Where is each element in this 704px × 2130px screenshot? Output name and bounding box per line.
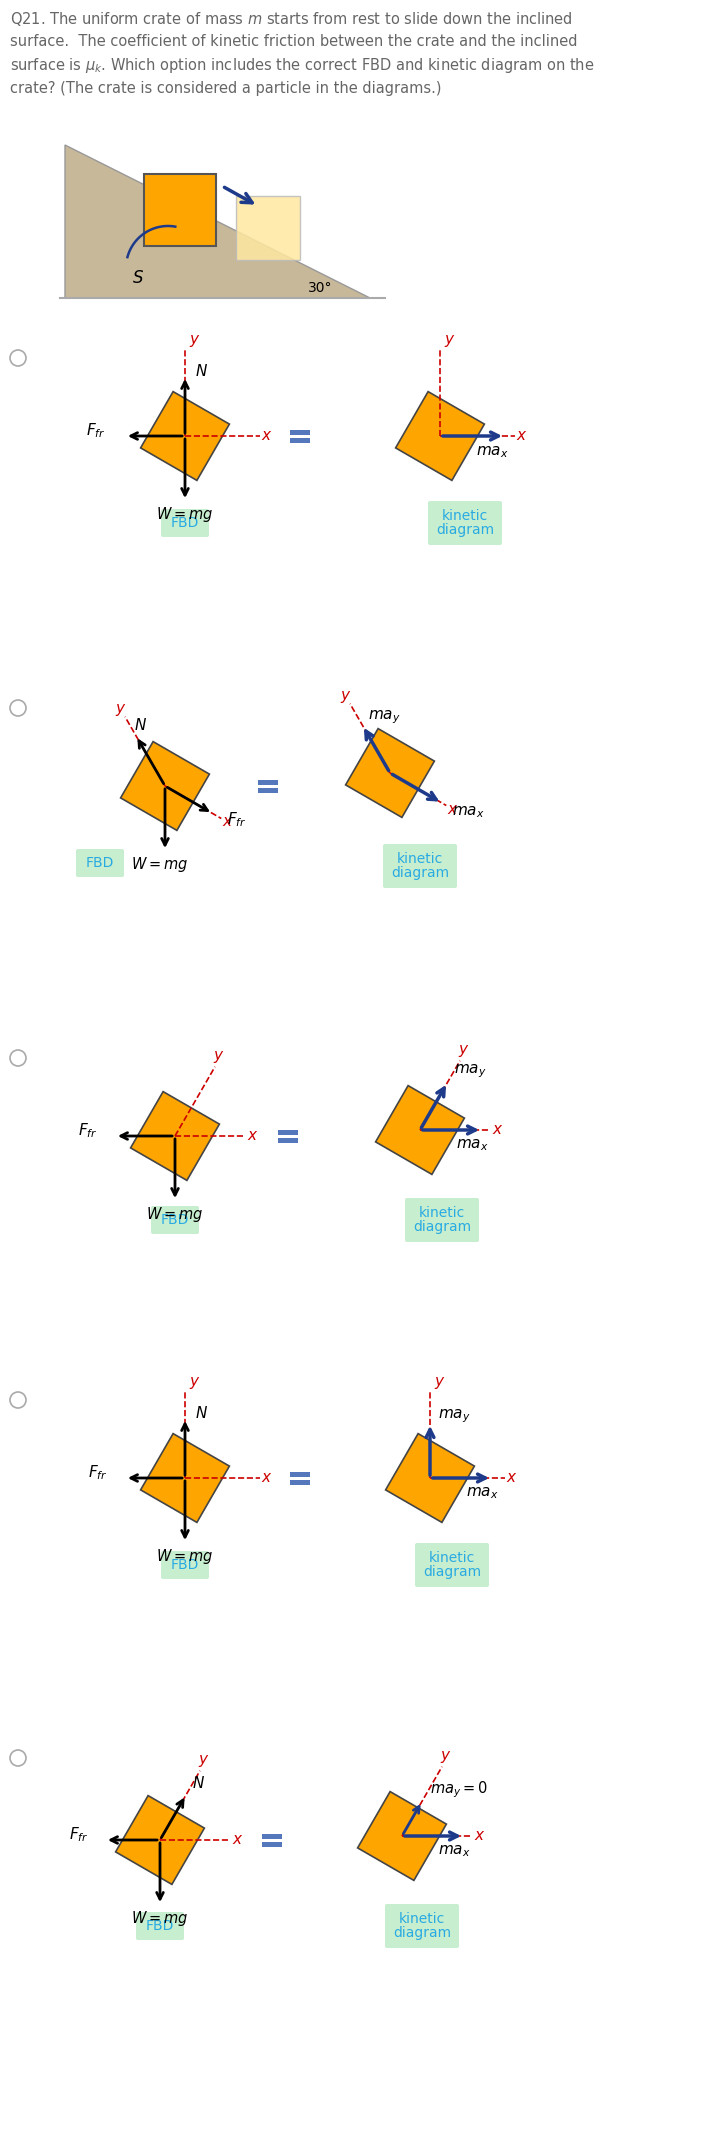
Text: $y$: $y$ — [440, 1749, 452, 1766]
Text: FBD: FBD — [171, 515, 199, 530]
Text: Q21. The uniform crate of mass $m$ starts from rest to slide down the inclined
s: Q21. The uniform crate of mass $m$ start… — [10, 11, 594, 96]
Text: $ma_x$: $ma_x$ — [438, 1842, 470, 1859]
Text: kinetic: kinetic — [399, 1913, 445, 1926]
Polygon shape — [358, 1791, 446, 1881]
Text: diagram: diagram — [423, 1566, 481, 1578]
Bar — [290, 1472, 310, 1476]
Text: kinetic: kinetic — [429, 1551, 475, 1566]
Text: $y$: $y$ — [434, 1376, 446, 1391]
Text: kinetic: kinetic — [442, 509, 488, 524]
Text: $S$: $S$ — [132, 268, 144, 288]
Text: $ma_x$: $ma_x$ — [452, 805, 484, 820]
Text: $x$: $x$ — [446, 801, 458, 816]
Text: $ma_x$: $ma_x$ — [476, 445, 508, 460]
FancyBboxPatch shape — [405, 1197, 479, 1242]
Polygon shape — [120, 741, 209, 831]
Bar — [290, 437, 310, 443]
Text: $ma_y$: $ma_y$ — [454, 1063, 486, 1080]
Text: $W=mg$: $W=mg$ — [156, 505, 214, 524]
Text: $y$: $y$ — [189, 1376, 201, 1391]
Text: FBD: FBD — [146, 1919, 174, 1934]
Bar — [290, 1480, 310, 1485]
FancyBboxPatch shape — [76, 850, 124, 878]
Text: $F_{fr}$: $F_{fr}$ — [227, 812, 246, 829]
Text: $ma_x$: $ma_x$ — [466, 1485, 498, 1502]
Text: FBD: FBD — [171, 1557, 199, 1572]
Text: $ma_y=0$: $ma_y=0$ — [430, 1779, 488, 1800]
Polygon shape — [65, 145, 370, 298]
Text: FBD: FBD — [161, 1212, 189, 1227]
Polygon shape — [141, 392, 230, 481]
FancyBboxPatch shape — [415, 1542, 489, 1587]
Text: $F_{fr}$: $F_{fr}$ — [68, 1825, 88, 1845]
Bar — [262, 1834, 282, 1838]
Text: $F_{fr}$: $F_{fr}$ — [87, 1463, 107, 1482]
Text: $N$: $N$ — [192, 1774, 205, 1791]
Text: $N$: $N$ — [195, 1406, 208, 1421]
Bar — [262, 1842, 282, 1847]
Text: $y$: $y$ — [115, 701, 127, 718]
FancyBboxPatch shape — [385, 1904, 459, 1949]
Text: $W=mg$: $W=mg$ — [132, 854, 189, 873]
Text: kinetic: kinetic — [419, 1206, 465, 1220]
Text: $y$: $y$ — [444, 332, 455, 349]
Text: diagram: diagram — [393, 1926, 451, 1940]
Text: $x$: $x$ — [492, 1123, 504, 1137]
Text: FBD: FBD — [86, 856, 114, 869]
Polygon shape — [115, 1796, 204, 1885]
Polygon shape — [396, 392, 484, 481]
FancyBboxPatch shape — [383, 843, 457, 888]
FancyBboxPatch shape — [151, 1206, 199, 1233]
Text: $x$: $x$ — [261, 1470, 272, 1485]
Text: $N$: $N$ — [195, 362, 208, 379]
Text: 30°: 30° — [308, 281, 332, 294]
FancyBboxPatch shape — [161, 509, 209, 537]
Text: $W=mg$: $W=mg$ — [132, 1908, 189, 1928]
Text: $y$: $y$ — [199, 1753, 210, 1768]
Text: $N$: $N$ — [134, 716, 148, 733]
Text: diagram: diagram — [391, 867, 449, 880]
Text: $y$: $y$ — [458, 1044, 470, 1059]
Text: diagram: diagram — [413, 1220, 471, 1233]
Text: $x$: $x$ — [247, 1129, 259, 1144]
Text: $ma_x$: $ma_x$ — [455, 1137, 489, 1152]
Polygon shape — [131, 1091, 220, 1180]
Text: $W=mg$: $W=mg$ — [146, 1203, 203, 1223]
FancyBboxPatch shape — [136, 1913, 184, 1940]
Text: $ma_y$: $ma_y$ — [367, 709, 400, 726]
FancyBboxPatch shape — [161, 1551, 209, 1578]
Bar — [278, 1137, 298, 1142]
Text: $F_{fr}$: $F_{fr}$ — [77, 1123, 97, 1140]
Text: $y$: $y$ — [189, 332, 201, 349]
Text: $x$: $x$ — [222, 814, 233, 829]
Polygon shape — [386, 1433, 474, 1523]
Polygon shape — [236, 196, 300, 260]
Bar — [258, 788, 278, 792]
Bar — [290, 430, 310, 435]
Text: $y$: $y$ — [213, 1048, 225, 1065]
Text: $x$: $x$ — [506, 1470, 517, 1485]
Text: diagram: diagram — [436, 524, 494, 537]
Polygon shape — [141, 1433, 230, 1523]
Polygon shape — [346, 728, 434, 818]
Text: $W=mg$: $W=mg$ — [156, 1546, 214, 1566]
Text: $x$: $x$ — [516, 428, 528, 443]
Text: $x$: $x$ — [261, 428, 272, 443]
Polygon shape — [376, 1086, 465, 1174]
Bar — [258, 780, 278, 784]
Text: $x$: $x$ — [232, 1832, 244, 1847]
Polygon shape — [144, 175, 216, 245]
Text: $x$: $x$ — [474, 1828, 486, 1842]
FancyBboxPatch shape — [428, 501, 502, 545]
Text: $y$: $y$ — [340, 688, 352, 705]
Text: $ma_y$: $ma_y$ — [438, 1408, 470, 1425]
Text: kinetic: kinetic — [397, 852, 443, 867]
Text: $F_{fr}$: $F_{fr}$ — [86, 422, 105, 441]
Bar — [278, 1129, 298, 1135]
